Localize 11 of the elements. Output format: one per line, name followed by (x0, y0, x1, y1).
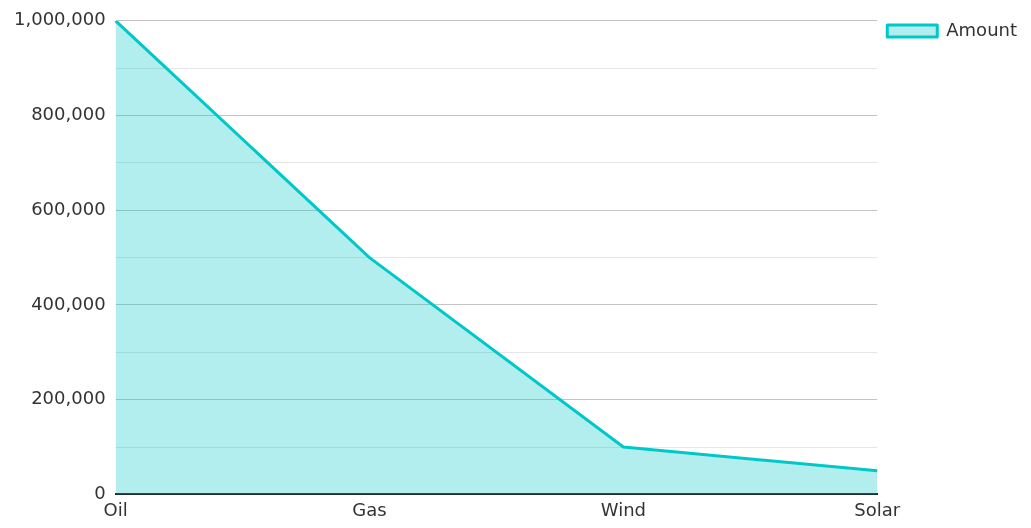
x-tick-label: Oil (103, 498, 128, 520)
y-tick-label: 200,000 (31, 387, 106, 409)
y-tick-label: 0 (94, 482, 106, 504)
y-tick-label: 1,000,000 (14, 8, 106, 30)
x-tick-label: Solar (854, 498, 901, 520)
y-tick-label: 400,000 (31, 292, 106, 314)
y-tick-label: 800,000 (31, 103, 106, 125)
x-tick-label: Wind (600, 498, 646, 520)
legend-label: Amount (946, 18, 1017, 40)
x-tick-label: Gas (352, 498, 387, 520)
y-tick-label: 600,000 (31, 197, 106, 219)
